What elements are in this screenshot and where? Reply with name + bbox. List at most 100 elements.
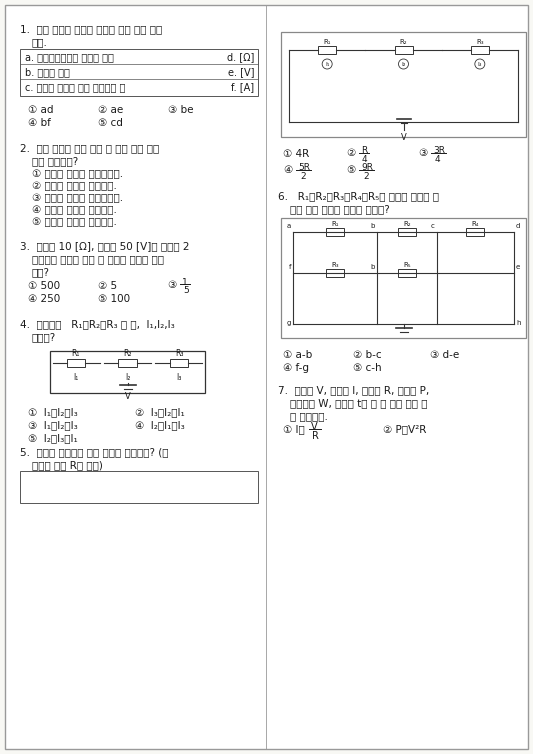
Text: R₂: R₂ [123, 349, 132, 358]
Text: 3.  저항이 10 [Ω], 전압이 50 [V]인 회로에 2: 3. 저항이 10 [Ω], 전압이 50 [V]인 회로에 2 [20, 241, 190, 251]
Text: 는가?: 는가? [32, 267, 50, 277]
Text: ①  I₁＞I₂＞I₃: ① I₁＞I₂＞I₃ [28, 407, 78, 417]
Text: ⑤ 100: ⑤ 100 [98, 294, 130, 304]
Text: ②: ② [346, 148, 356, 158]
Text: ② 5: ② 5 [98, 281, 117, 291]
Bar [398, 269, 416, 277]
Text: ③: ③ [418, 148, 427, 158]
Text: h: h [516, 320, 521, 326]
Text: 시간동안 전기가 흐를 때 전류는 얼마나 흐르: 시간동안 전기가 흐를 때 전류는 얼마나 흐르 [32, 254, 164, 264]
Circle shape [322, 59, 332, 69]
Text: c: c [431, 223, 434, 229]
Text: ⑤ cd: ⑤ cd [98, 118, 123, 128]
Text: ① 저항은 전압과 반비례한다.: ① 저항은 전압과 반비례한다. [32, 169, 123, 179]
Text: b: b [370, 223, 375, 229]
Text: 4.  그림에서   R₁＞R₂＞R₃ 일 때,  I₁,I₂,I₃: 4. 그림에서 R₁＞R₂＞R₃ 일 때, I₁,I₂,I₃ [20, 319, 175, 329]
Text: V: V [311, 422, 318, 432]
Text: I₂: I₂ [401, 63, 406, 68]
Text: e. [V]: e. [V] [228, 67, 254, 77]
Bar [471, 46, 489, 54]
Text: 1: 1 [182, 278, 188, 287]
Text: R₁: R₁ [71, 349, 80, 358]
Text: R₁: R₁ [331, 221, 339, 227]
Text: 5.  그림의 회로에서 합성 저항은 얼마인가? (저: 5. 그림의 회로에서 합성 저항은 얼마인가? (저 [20, 447, 168, 457]
Text: b. 전자의 흐름: b. 전자의 흐름 [25, 67, 70, 77]
Text: ① 500: ① 500 [28, 281, 60, 291]
Text: 6.   R₁＞R₂＞R₃＞R₄＞R₅의 관계게 성립될 때: 6. R₁＞R₂＞R₃＞R₄＞R₅의 관계게 성립될 때 [278, 191, 439, 201]
Text: I₁: I₁ [325, 63, 329, 68]
Text: 2: 2 [363, 172, 369, 181]
Text: 1.  다음 보기가 바르게 연결된 것을 모두 고르: 1. 다음 보기가 바르게 연결된 것을 모두 고르 [20, 24, 162, 34]
Text: ③ 저항은 전류와 반비례한다.: ③ 저항은 전류와 반비례한다. [32, 193, 123, 203]
Text: R₃: R₃ [175, 349, 183, 358]
Text: 가장 적은 전류가 흐르는 부분은?: 가장 적은 전류가 흐르는 부분은? [290, 204, 390, 214]
Bar [50, 351, 205, 393]
Text: R₃: R₃ [476, 39, 483, 45]
Circle shape [475, 59, 485, 69]
Text: e: e [516, 264, 520, 270]
Text: 5R: 5R [298, 163, 310, 172]
Text: ① 4R: ① 4R [283, 149, 309, 159]
Text: f. [A]: f. [A] [231, 82, 254, 92]
Bar [326, 269, 344, 277]
Text: ④ bf: ④ bf [28, 118, 51, 128]
Text: f: f [288, 264, 291, 270]
Text: ④  I₂＞I₁＞I₃: ④ I₂＞I₁＞I₃ [135, 420, 185, 430]
Text: ⑤  I₂＞I₃＞I₁: ⑤ I₂＞I₃＞I₁ [28, 433, 78, 443]
Text: R₅: R₅ [403, 262, 410, 268]
Text: R: R [361, 146, 367, 155]
Text: I₃: I₃ [176, 373, 182, 382]
Text: R: R [312, 431, 319, 441]
Text: ② P－V²R: ② P－V²R [383, 424, 426, 434]
Text: a. 전원으로부터의 전기적 압력: a. 전원으로부터의 전기적 압력 [25, 52, 114, 62]
Text: ③ d-e: ③ d-e [430, 350, 459, 360]
Text: ② b-c: ② b-c [353, 350, 382, 360]
Text: d. [Ω]: d. [Ω] [227, 52, 254, 62]
Text: c. 전류가 흐르는 것을 방해하는 것: c. 전류가 흐르는 것을 방해하는 것 [25, 82, 125, 92]
Text: ⑤ c-h: ⑤ c-h [353, 363, 382, 373]
Text: R₁: R₁ [324, 39, 331, 45]
Text: 2.  옴의 법칙에 대한 설명 중 틀린 것을 있는: 2. 옴의 법칙에 대한 설명 중 틀린 것을 있는 [20, 143, 159, 153]
Text: 3R: 3R [433, 146, 445, 155]
Text: ① I－: ① I－ [283, 424, 305, 434]
Bar [394, 46, 413, 54]
Text: I₃: I₃ [478, 63, 482, 68]
Text: 대로 고른다면?: 대로 고른다면? [32, 156, 78, 166]
Text: ③: ③ [168, 280, 181, 290]
Bar [398, 228, 416, 236]
Text: 전력량을 W, 시간을 t라 할 때 바른 것을 모: 전력량을 W, 시간을 t라 할 때 바른 것을 모 [290, 398, 427, 408]
Bar [281, 218, 526, 338]
Text: 5: 5 [183, 286, 189, 295]
Text: b: b [370, 264, 375, 270]
Text: 시오.: 시오. [32, 37, 48, 47]
Text: R₂: R₂ [403, 221, 410, 227]
Text: ⑤ 전류와 전압과 비례한다.: ⑤ 전류와 전압과 비례한다. [32, 217, 117, 227]
Bar [20, 471, 258, 503]
Text: 두 고르시오.: 두 고르시오. [290, 411, 328, 421]
Text: ④: ④ [283, 165, 292, 175]
Text: ② 저항은 전압과 비례한다.: ② 저항은 전압과 비례한다. [32, 181, 117, 191]
Text: V: V [125, 392, 131, 401]
Text: 4: 4 [435, 155, 441, 164]
Bar [20, 49, 258, 96]
Text: R₂: R₂ [400, 39, 407, 45]
Text: ③  I₁＝I₂＝I₃: ③ I₁＝I₂＝I₃ [28, 420, 78, 430]
Text: g: g [287, 320, 291, 326]
Bar [326, 228, 344, 236]
Text: 항값은 각각 R로 같음): 항값은 각각 R로 같음) [32, 460, 103, 470]
Text: ① ad: ① ad [28, 105, 53, 115]
Text: ② ae: ② ae [98, 105, 123, 115]
Text: 7.  전압을 V, 전류를 I, 저항을 R, 전력을 P,: 7. 전압을 V, 전류를 I, 저항을 R, 전력을 P, [278, 385, 429, 395]
Text: ⑤: ⑤ [346, 165, 356, 175]
Bar [67, 359, 85, 367]
Text: I₁: I₁ [73, 373, 78, 382]
Text: 4: 4 [362, 155, 368, 164]
Text: R₄: R₄ [472, 221, 479, 227]
Bar [466, 228, 484, 236]
Circle shape [399, 59, 408, 69]
Text: I₂: I₂ [125, 373, 130, 382]
Text: R₃: R₃ [331, 262, 339, 268]
Text: ④ f-g: ④ f-g [283, 363, 309, 373]
Text: 관계는?: 관계는? [32, 332, 56, 342]
Bar [170, 359, 188, 367]
